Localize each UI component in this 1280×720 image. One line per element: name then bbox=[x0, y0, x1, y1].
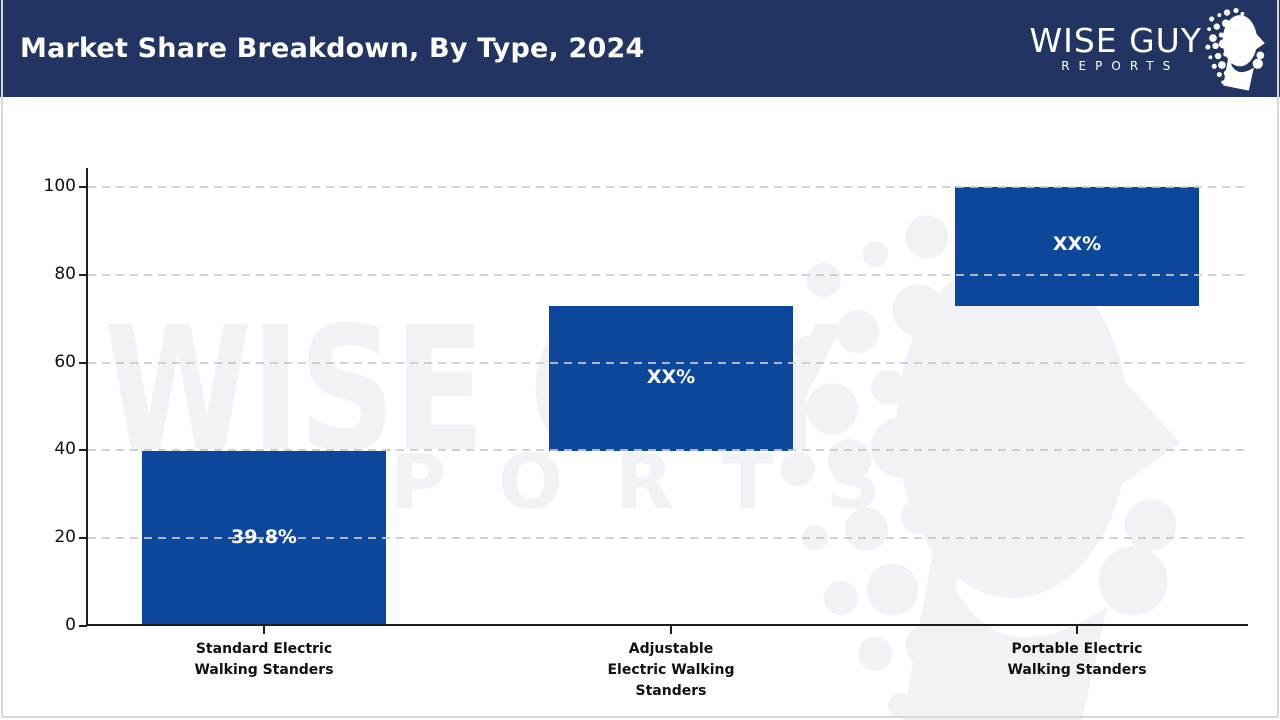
y-tick-label: 20 bbox=[54, 527, 76, 548]
y-tick-mark bbox=[79, 625, 87, 627]
category-label-line: Standard Electric bbox=[195, 641, 333, 657]
category-label-line: Walking Standers bbox=[1007, 662, 1147, 678]
category-label-line: Walking Standers bbox=[194, 662, 334, 678]
category-label: Standard Electric Walking Standers bbox=[134, 639, 394, 681]
y-tick-mark bbox=[79, 273, 87, 276]
category-label-line: Electric Walking bbox=[607, 662, 735, 678]
y-axis-line bbox=[86, 168, 88, 626]
y-tick-label: 60 bbox=[54, 351, 76, 372]
bar-value-label: XX% bbox=[646, 365, 696, 388]
y-tick-mark bbox=[79, 537, 87, 540]
y-tick-label: 80 bbox=[54, 263, 76, 284]
x-tick-mark bbox=[1076, 626, 1078, 634]
gridline bbox=[88, 186, 1248, 188]
wise-guy-reports-logo: WISE GUY REPORTS bbox=[1003, 4, 1268, 94]
y-tick-mark bbox=[79, 186, 87, 188]
bar-value-label: 39.8% bbox=[231, 525, 297, 548]
gridline bbox=[88, 273, 1248, 276]
logo-wordmark: WISE GUY bbox=[1029, 21, 1202, 60]
header-bar: Market Share Breakdown, By Type, 2024 WI… bbox=[0, 0, 1280, 97]
gridline bbox=[88, 361, 1248, 364]
y-tick-label: 40 bbox=[54, 439, 76, 460]
category-label-line: Portable Electric bbox=[1011, 641, 1143, 657]
y-tick-label: 100 bbox=[43, 176, 76, 196]
bar-value-label: XX% bbox=[1052, 233, 1102, 256]
category-label-line: Standers bbox=[635, 683, 707, 699]
page-title: Market Share Breakdown, By Type, 2024 bbox=[20, 33, 645, 64]
category-label: Portable Electric Walking Standers bbox=[947, 639, 1207, 681]
logo-text: WISE GUY REPORTS bbox=[1029, 24, 1202, 74]
y-tick-mark bbox=[79, 361, 87, 364]
category-label: Adjustable Electric Walking Standers bbox=[541, 639, 801, 702]
y-tick-label: 0 bbox=[65, 615, 76, 635]
logo-head-icon bbox=[1205, 8, 1265, 91]
x-axis-line bbox=[86, 624, 1248, 626]
gridline bbox=[88, 449, 1248, 452]
x-tick-mark bbox=[263, 626, 265, 634]
chart-area: WISE GUY REPORTS 39.8% XX% XX% 0 20 40 60 80 100… bbox=[0, 97, 1280, 720]
category-label-line: Adjustable bbox=[628, 641, 714, 657]
gridline bbox=[88, 537, 1248, 540]
y-tick-mark bbox=[79, 449, 87, 452]
logo-subtext: REPORTS bbox=[1061, 59, 1180, 73]
x-tick-mark bbox=[670, 626, 672, 634]
bar-segment bbox=[549, 305, 793, 452]
bar-segment bbox=[955, 187, 1199, 306]
